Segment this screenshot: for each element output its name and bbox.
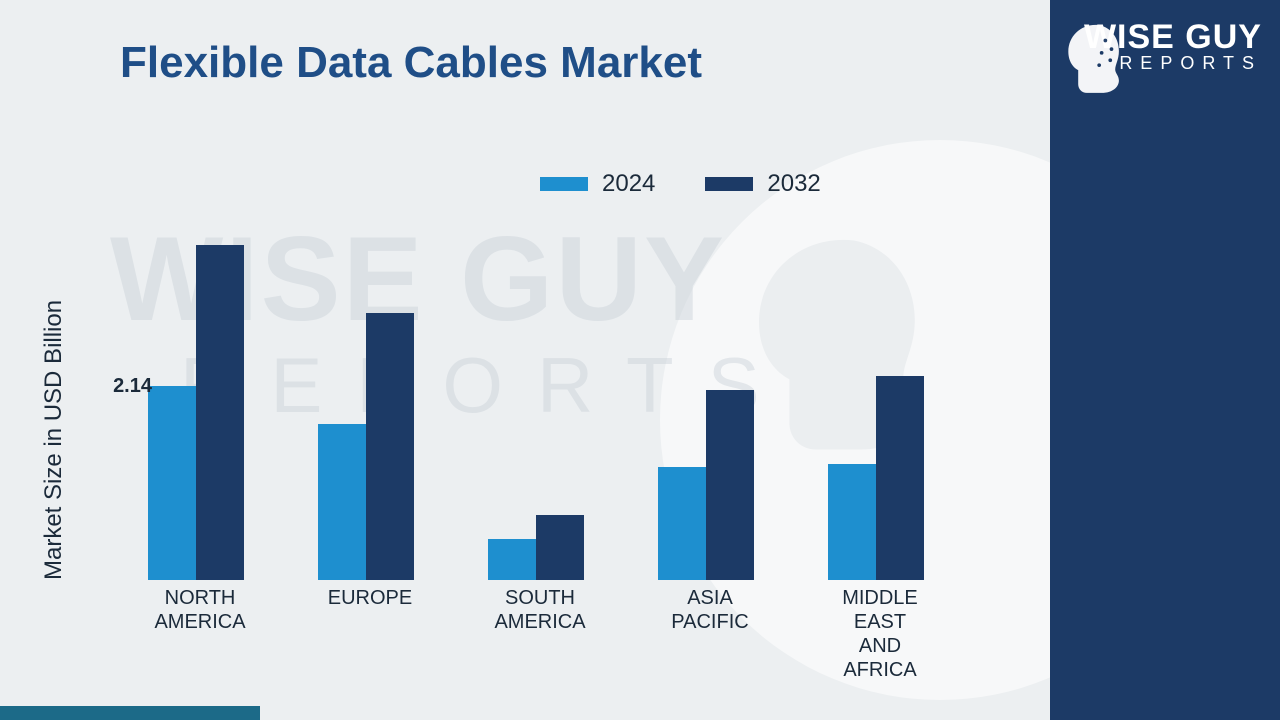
- bar-2032: [536, 515, 584, 580]
- legend-item-2032: 2032: [705, 170, 820, 198]
- bar-2024: [148, 386, 196, 580]
- bar-2032: [196, 245, 244, 580]
- bar-2024: [828, 464, 876, 580]
- bar-2032: [876, 376, 924, 580]
- x-axis-label: MIDDLEEASTANDAFRICA: [810, 586, 950, 682]
- x-axis-label: EUROPE: [300, 586, 440, 610]
- bar-2032: [366, 313, 414, 580]
- y-axis-label: Market Size in USD Billion: [40, 300, 68, 580]
- x-axis-label: ASIAPACIFIC: [640, 586, 780, 634]
- footer-accent-bar: [0, 706, 260, 720]
- bar-2032: [706, 390, 754, 580]
- bar-2024: [658, 467, 706, 580]
- bar-2024: [318, 424, 366, 580]
- legend-swatch-2024: [540, 177, 588, 191]
- chart-plot-area: 2.14: [100, 200, 990, 580]
- bar-value-label: 2.14: [92, 375, 152, 398]
- right-panel: [1050, 0, 1280, 720]
- legend-item-2024: 2024: [540, 170, 655, 198]
- chart-title: Flexible Data Cables Market: [120, 38, 702, 88]
- legend-swatch-2032: [705, 177, 753, 191]
- logo-head-icon: [1061, 22, 1125, 96]
- x-axis-label: NORTHAMERICA: [130, 586, 270, 634]
- bar-2024: [488, 539, 536, 580]
- x-axis-label: SOUTHAMERICA: [470, 586, 610, 634]
- legend-label-2032: 2032: [767, 170, 820, 198]
- legend: 2024 2032: [540, 170, 821, 198]
- legend-label-2024: 2024: [602, 170, 655, 198]
